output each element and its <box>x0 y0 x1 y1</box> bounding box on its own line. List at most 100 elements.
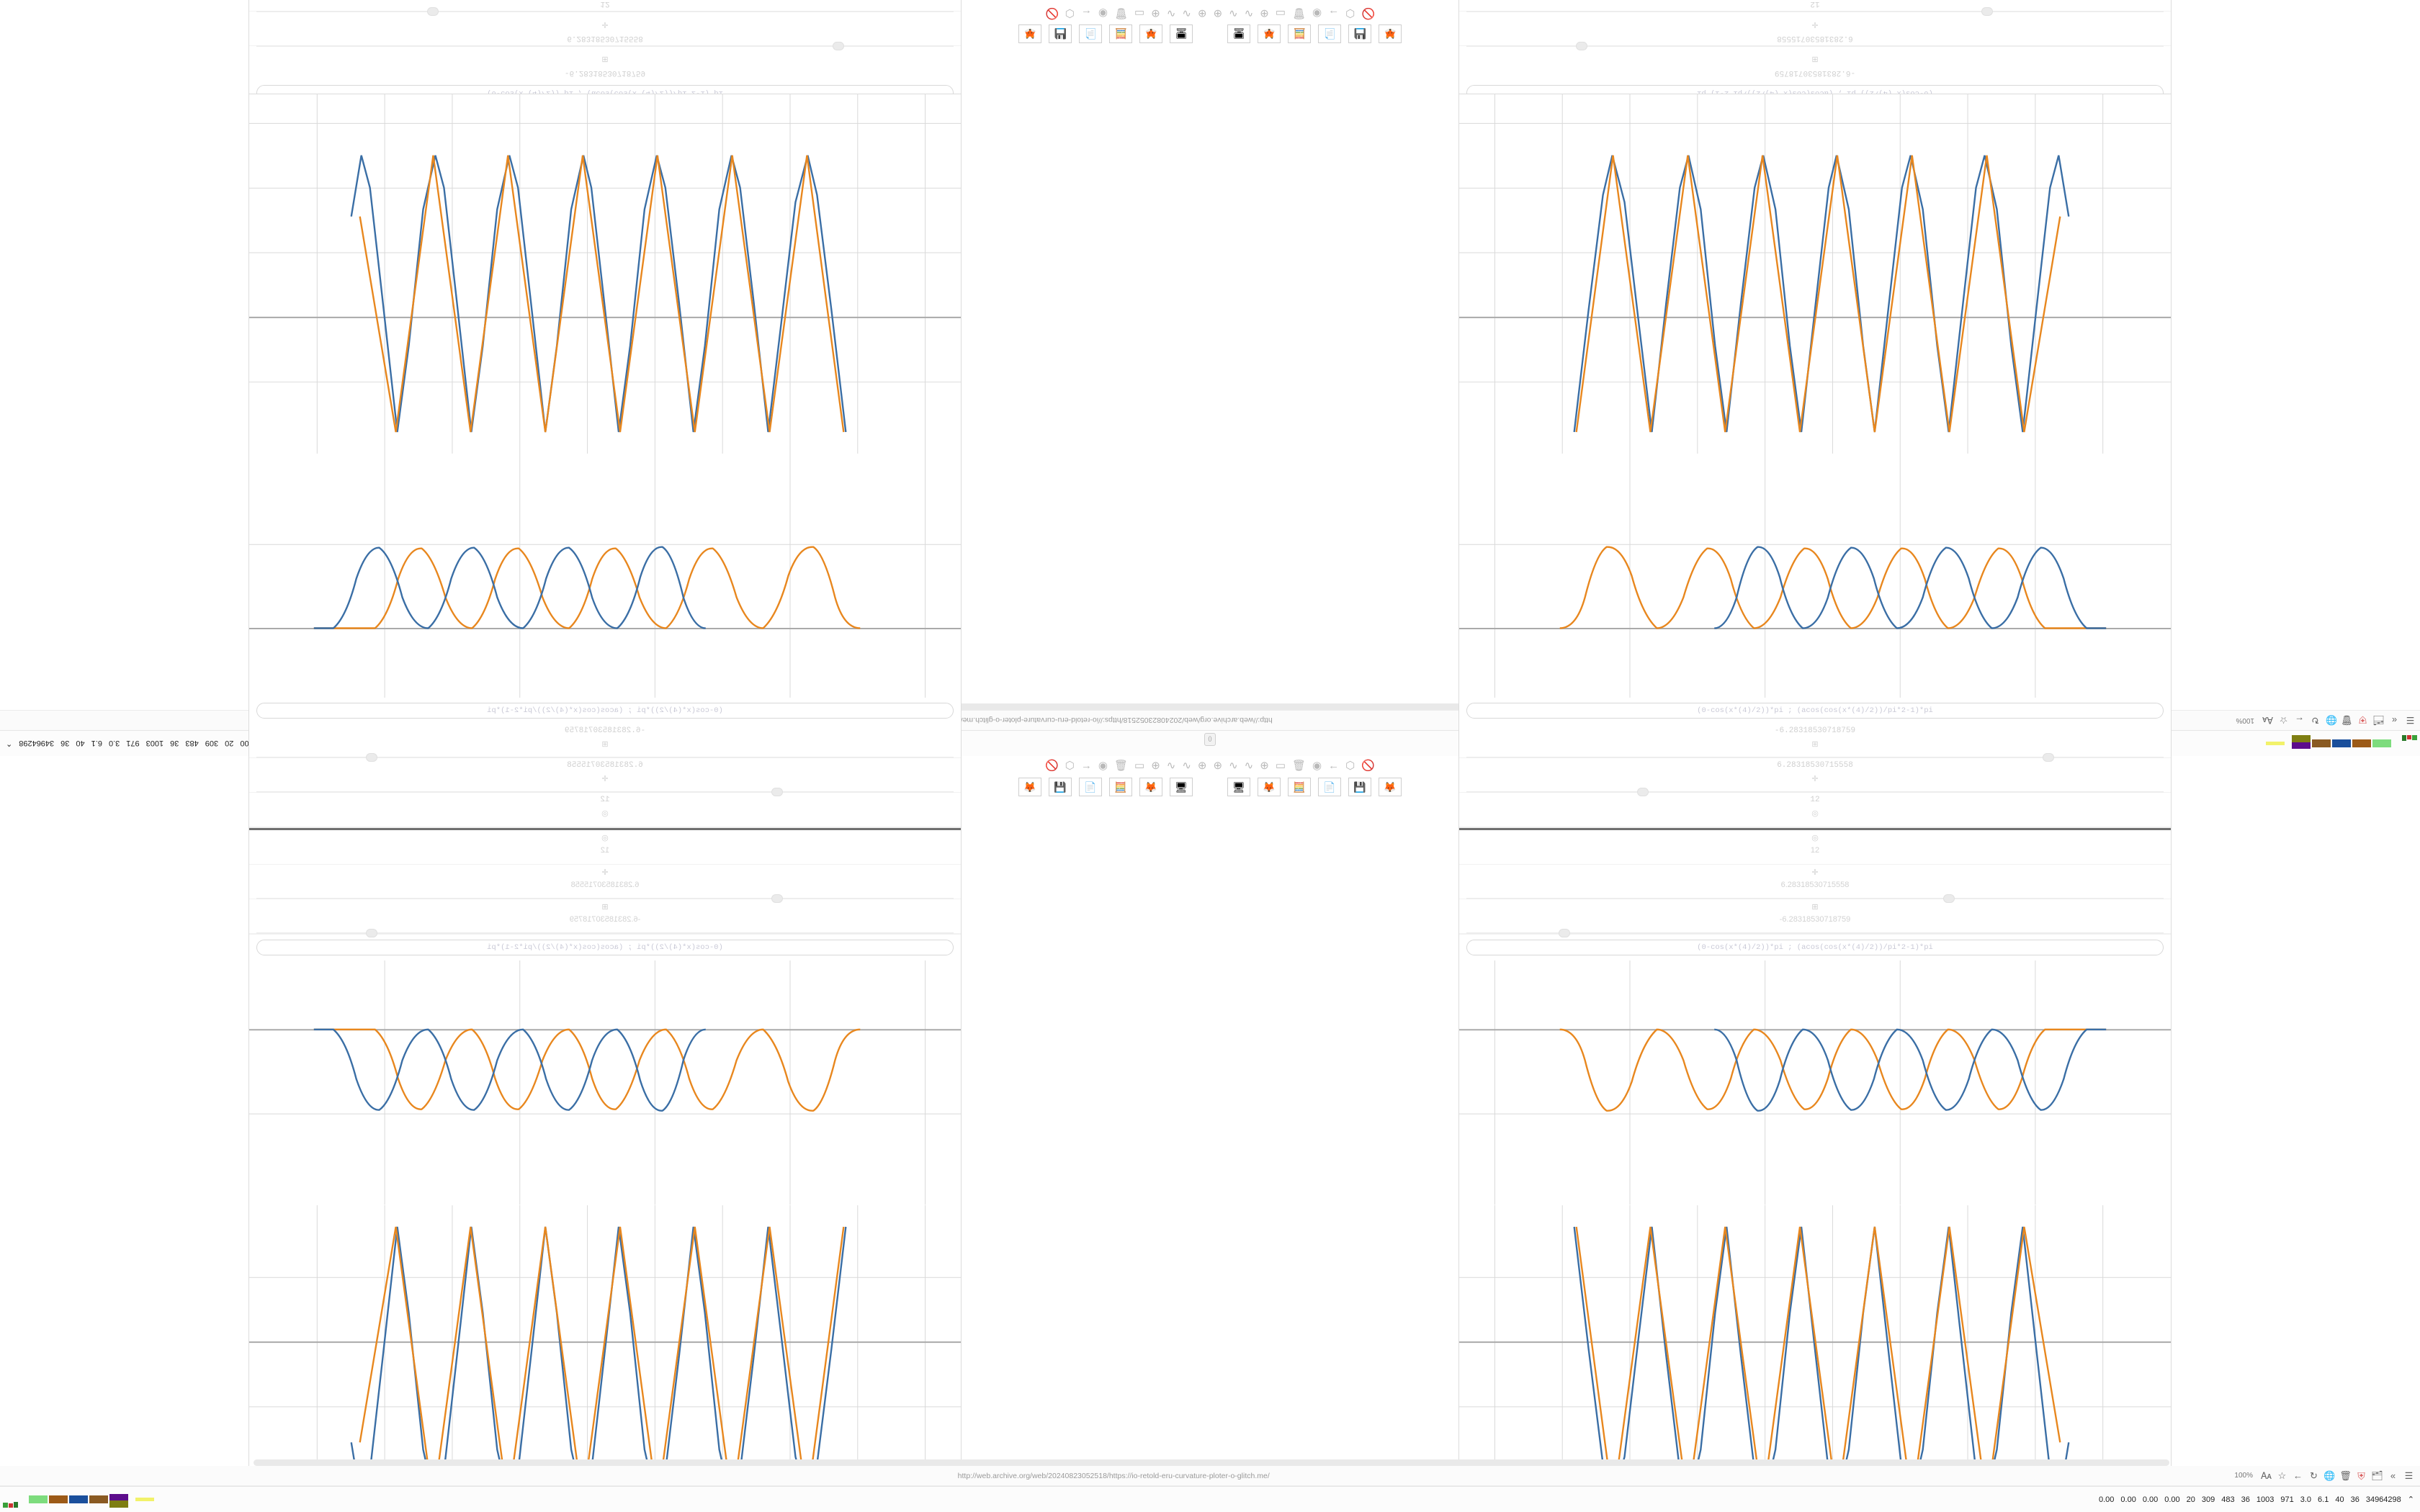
address-bar-url[interactable]: http://web.archive.org/web/2024082305251… <box>957 1471 1270 1480</box>
chart-bumps-upper[interactable] <box>1459 453 2171 698</box>
trash-icon[interactable]: 🗑 <box>1292 7 1307 19</box>
terminal-icon[interactable]: 🖥 <box>1170 778 1193 796</box>
window-icon[interactable]: ▭ <box>1134 760 1145 772</box>
globe-icon[interactable]: ⊕ <box>1213 7 1223 19</box>
slider-knob[interactable] <box>1637 788 1649 797</box>
bookmark-folder-icon[interactable]: 🗂 <box>2372 715 2385 726</box>
slider-knob[interactable] <box>365 929 377 938</box>
window-icon[interactable]: ▭ <box>1275 760 1286 772</box>
badge-icon[interactable]: ◉ <box>1312 760 1322 772</box>
terminal-icon[interactable]: 🖥 <box>1227 778 1250 796</box>
param-min-slider[interactable] <box>1459 929 2171 938</box>
globe-icon[interactable]: ⊕ <box>1151 760 1160 772</box>
zoom-level-indicator[interactable]: 100% <box>2234 1472 2253 1480</box>
chart-triangle-top[interactable] <box>1459 94 2171 454</box>
hamburger-menu-icon[interactable]: ☰ <box>2404 1470 2414 1481</box>
globe-icon[interactable]: 🌐 <box>2323 1470 2336 1481</box>
slider-knob[interactable] <box>2043 753 2055 762</box>
notepad-icon[interactable]: 📄 <box>1079 24 1102 43</box>
floppy-save-icon[interactable]: 💾 <box>1348 24 1371 43</box>
translate-icon[interactable]: 🗛 <box>2262 715 2273 726</box>
bookmark-folder-icon[interactable]: 🗂 <box>2371 1470 2383 1481</box>
formula-input-top[interactable]: (0-cos(x*(4)/2))*pi ; (acos(cos(x*(4)/2)… <box>1466 703 2164 719</box>
shield-icon[interactable]: ⛨ <box>2359 714 2367 726</box>
star-icon[interactable]: ☆ <box>2279 715 2288 726</box>
firefox-icon[interactable]: 🦊 <box>1018 778 1041 796</box>
wave-icon[interactable]: ∿ <box>1166 760 1176 772</box>
double-chevron-left-icon[interactable]: « <box>2391 715 2398 726</box>
tab-chip[interactable]: () <box>1204 733 1216 746</box>
block-icon[interactable]: 🚫 <box>1045 7 1059 19</box>
window-icon[interactable]: ▭ <box>1275 7 1286 19</box>
param-min-slider[interactable] <box>249 929 961 938</box>
chart-bumps-lower[interactable] <box>249 960 961 1205</box>
slider-knob[interactable] <box>1942 894 1955 904</box>
formula-input-bottom[interactable]: (0-cos(x*(4)/2))*pi ; (acos(cos(x*(4)/2)… <box>1466 940 2164 956</box>
param-max-slider[interactable] <box>1459 788 2171 797</box>
formula-input-bottom[interactable]: (0-cos(x*(4)/2))*pi ; (acos(cos(x*(4)/2)… <box>256 940 954 956</box>
shield-outline-icon[interactable]: ⬡ <box>1345 7 1355 19</box>
block-icon[interactable]: 🚫 <box>1361 7 1375 19</box>
back-arrow-icon[interactable]: ← <box>2295 715 2304 726</box>
wave-icon[interactable]: ∿ <box>1229 7 1238 19</box>
floppy-save-icon[interactable]: 💾 <box>1049 778 1072 796</box>
formula-input-top[interactable]: (0-cos(x*(4)/2))*pi ; (acos(cos(x*(4)/2)… <box>256 703 954 719</box>
notepad-icon[interactable]: 📄 <box>1318 778 1341 796</box>
window-icon[interactable]: ▭ <box>1134 7 1145 19</box>
firefox-icon[interactable]: 🦊 <box>1258 778 1281 796</box>
badge-icon[interactable]: ◉ <box>1098 7 1108 19</box>
shield-icon[interactable]: ⛨ <box>2357 1470 2365 1482</box>
back-arrow-icon[interactable]: ← <box>2293 1470 2303 1481</box>
wave-icon[interactable]: ∿ <box>1229 760 1238 772</box>
param-min-slider[interactable] <box>1459 753 2171 762</box>
floppy-save-icon[interactable]: 💾 <box>1049 24 1072 43</box>
globe-icon[interactable]: ⊕ <box>1213 760 1223 772</box>
reload-icon[interactable]: ↻ <box>2311 715 2319 726</box>
notepad-icon[interactable]: 📄 <box>1318 24 1341 43</box>
shield-outline-icon[interactable]: ⬡ <box>1345 760 1355 772</box>
tray-expander-icon[interactable]: ⌃ <box>2407 1495 2414 1504</box>
globe-icon[interactable]: ⊕ <box>1260 7 1269 19</box>
globe-icon[interactable]: ⊕ <box>1151 7 1160 19</box>
trash-icon[interactable]: 🗑 <box>1292 760 1307 772</box>
chart-triangle-top[interactable] <box>249 94 961 454</box>
chart-bumps-upper[interactable] <box>249 453 961 698</box>
slider-knob[interactable] <box>1559 929 1571 938</box>
globe-icon[interactable]: ⊕ <box>1197 7 1207 19</box>
chart-bumps-lower[interactable] <box>1459 960 2171 1205</box>
floppy-save-icon[interactable]: 💾 <box>1348 778 1371 796</box>
trash-icon[interactable]: 🗑 <box>1113 7 1128 19</box>
calculator-icon[interactable]: 🧮 <box>1109 24 1132 43</box>
hamburger-menu-icon[interactable]: ☰ <box>2406 715 2415 726</box>
firefox-icon[interactable]: 🦊 <box>1018 24 1041 43</box>
calculator-icon[interactable]: 🧮 <box>1109 778 1132 796</box>
shield-outline-icon[interactable]: ⬡ <box>1065 7 1075 19</box>
shield-outline-icon[interactable]: ⬡ <box>1065 760 1075 772</box>
wave-icon[interactable]: ∿ <box>1244 7 1254 19</box>
firefox-icon[interactable]: 🦊 <box>1139 24 1162 43</box>
block-icon[interactable]: 🚫 <box>1045 760 1059 772</box>
notepad-icon[interactable]: 📄 <box>1079 778 1102 796</box>
globe-icon[interactable]: 🌐 <box>2325 715 2337 726</box>
zoom-level-indicator[interactable]: 100% <box>2236 716 2254 724</box>
back-arrow-icon[interactable]: ← <box>1328 759 1340 772</box>
calculator-icon[interactable]: 🧮 <box>1288 24 1311 43</box>
badge-icon[interactable]: ◉ <box>1098 760 1108 772</box>
globe-icon[interactable]: ⊕ <box>1197 760 1207 772</box>
wave-icon[interactable]: ∿ <box>1182 7 1191 19</box>
forward-arrow-icon[interactable]: → <box>1080 759 1092 772</box>
firefox-icon[interactable]: 🦊 <box>1379 24 1402 43</box>
translate-icon[interactable]: 🗛 <box>2261 1470 2272 1481</box>
badge-icon[interactable]: ◉ <box>1312 7 1322 19</box>
firefox-icon[interactable]: 🦊 <box>1139 778 1162 796</box>
trash-icon[interactable]: 🗑 <box>2339 1470 2352 1481</box>
reload-icon[interactable]: ↻ <box>2310 1470 2318 1481</box>
back-arrow-icon[interactable]: ← <box>1080 7 1092 20</box>
wave-icon[interactable]: ∿ <box>1244 760 1254 772</box>
param-max-slider[interactable] <box>1459 894 2171 904</box>
star-icon[interactable]: ☆ <box>2277 1470 2287 1481</box>
double-chevron-right-icon[interactable]: « <box>2390 1470 2396 1481</box>
trash-icon[interactable]: 🗑 <box>1113 760 1128 772</box>
forward-arrow-icon[interactable]: → <box>1328 7 1340 20</box>
block-icon[interactable]: 🚫 <box>1361 760 1375 772</box>
